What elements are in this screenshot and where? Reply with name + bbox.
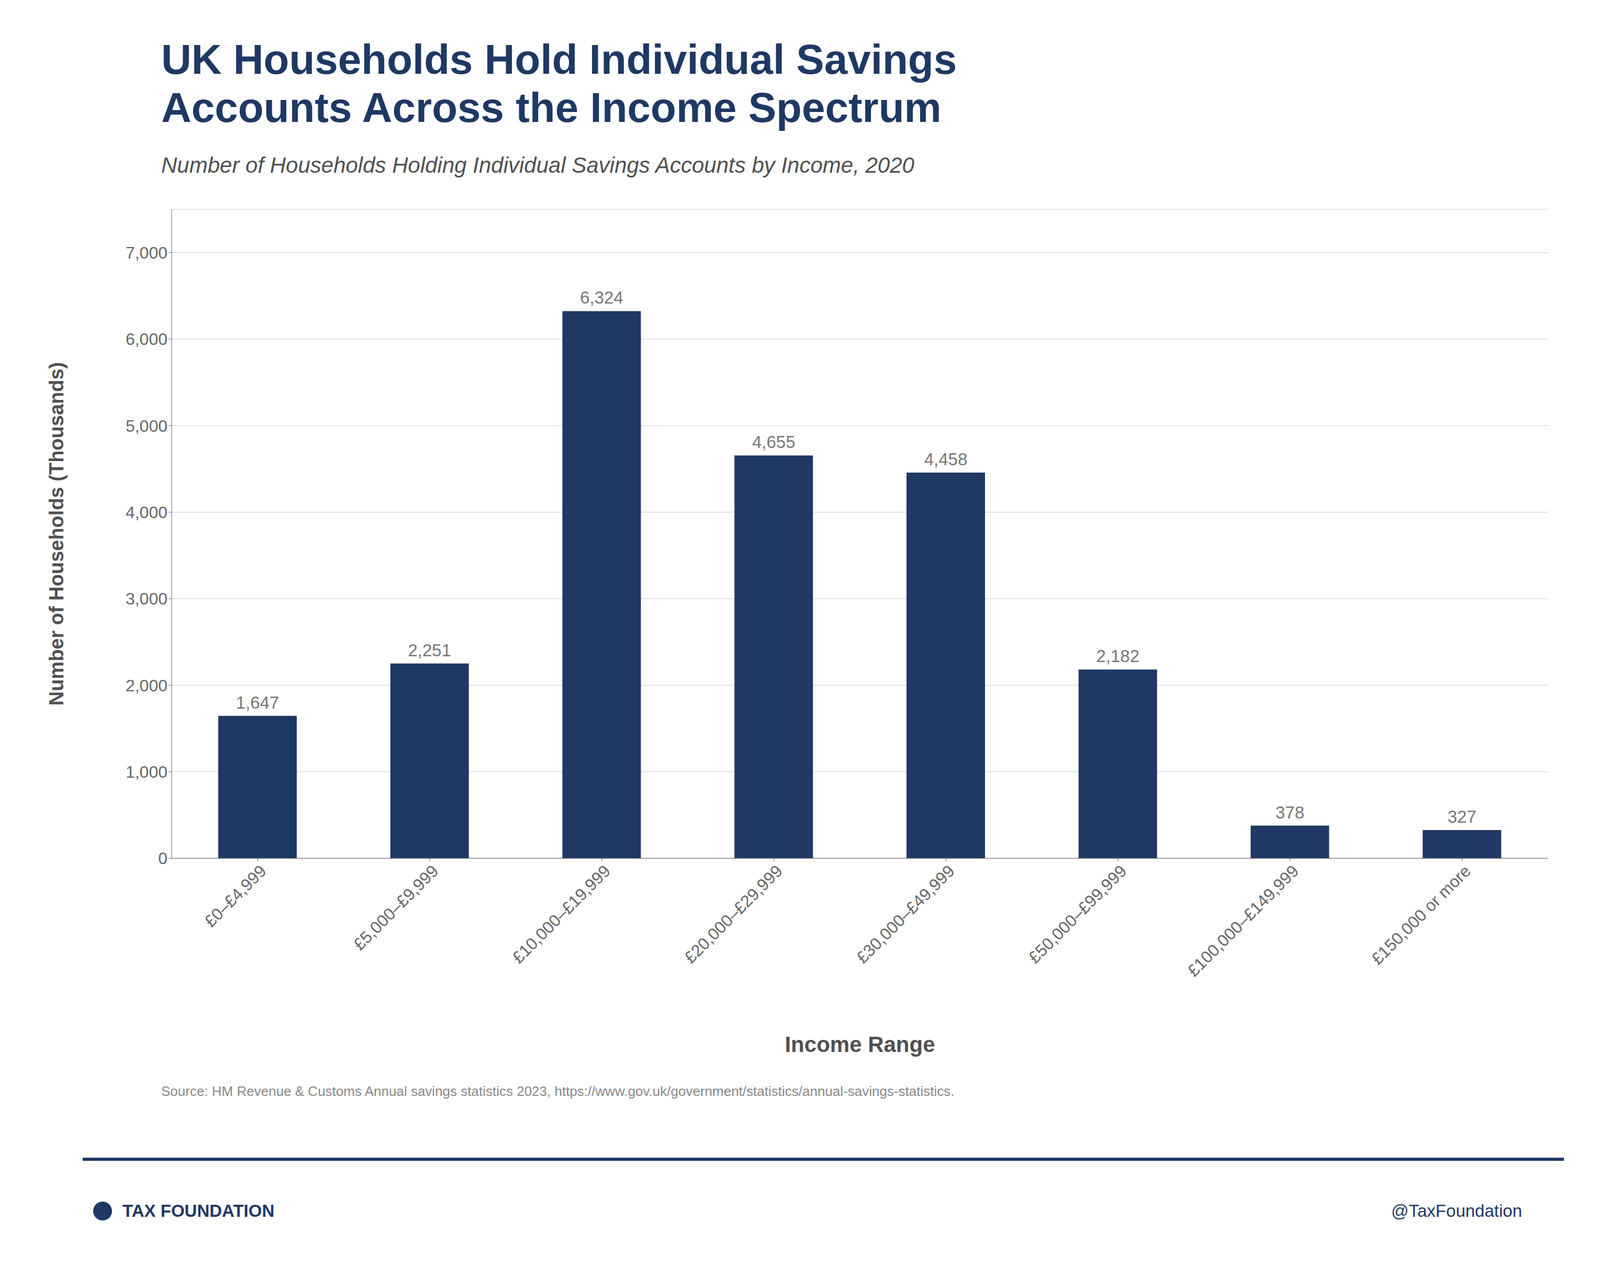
html-text:UK Households Hold Individual: UK Households Hold Individual Savings [161, 36, 957, 83]
svg-text:0: 0 [158, 848, 168, 868]
svg-text:3,000: 3,000 [125, 589, 168, 609]
svg-text:£10,000–£19,999: £10,000–£19,999 [508, 861, 615, 968]
svg-text:6,000: 6,000 [125, 329, 168, 349]
svg-text:£30,000–£49,999: £30,000–£49,999 [852, 861, 959, 968]
html-text:@TaxFoundation: @TaxFoundation [1391, 1201, 1523, 1221]
svg-text:2,251: 2,251 [407, 640, 452, 660]
svg-text:£5,000–£9,999: £5,000–£9,999 [349, 861, 442, 954]
svg-text:7,000: 7,000 [125, 243, 168, 263]
svg-text:£50,000–£99,999: £50,000–£99,999 [1024, 861, 1131, 968]
svg-text:£100,000–£149,999: £100,000–£149,999 [1183, 861, 1303, 981]
html-text:Number of Households Holding I: Number of Households Holding Individual … [161, 152, 915, 178]
html-text:Source: HM Revenue & Customs A: Source: HM Revenue & Customs Annual savi… [161, 1083, 955, 1100]
svg-text:£0–£4,999: £0–£4,999 [200, 861, 270, 931]
svg-text:£150,000 or more: £150,000 or more [1367, 861, 1475, 969]
svg-text:4,000: 4,000 [125, 502, 168, 522]
svg-text:Income Range: Income Range [784, 1032, 935, 1057]
svg-text:4,458: 4,458 [924, 449, 968, 469]
html-text:Accounts Across the Income Spe: Accounts Across the Income Spectrum [161, 84, 942, 131]
svg-text:327: 327 [1447, 807, 1477, 827]
svg-text:378: 378 [1275, 802, 1305, 823]
svg-text:£20,000–£29,999: £20,000–£29,999 [680, 861, 787, 968]
svg-text:1,000: 1,000 [125, 762, 168, 782]
html-text:TAX FOUNDATION: TAX FOUNDATION [122, 1201, 275, 1221]
svg-text:2,000: 2,000 [125, 676, 168, 696]
svg-text:Number of Households (Thousand: Number of Households (Thousands) [45, 362, 68, 707]
svg-text:2,182: 2,182 [1095, 646, 1140, 666]
svg-text:1,647: 1,647 [236, 692, 280, 713]
svg-text:6,324: 6,324 [579, 287, 624, 308]
svg-text:4,655: 4,655 [752, 432, 796, 452]
svg-text:5,000: 5,000 [125, 416, 168, 436]
